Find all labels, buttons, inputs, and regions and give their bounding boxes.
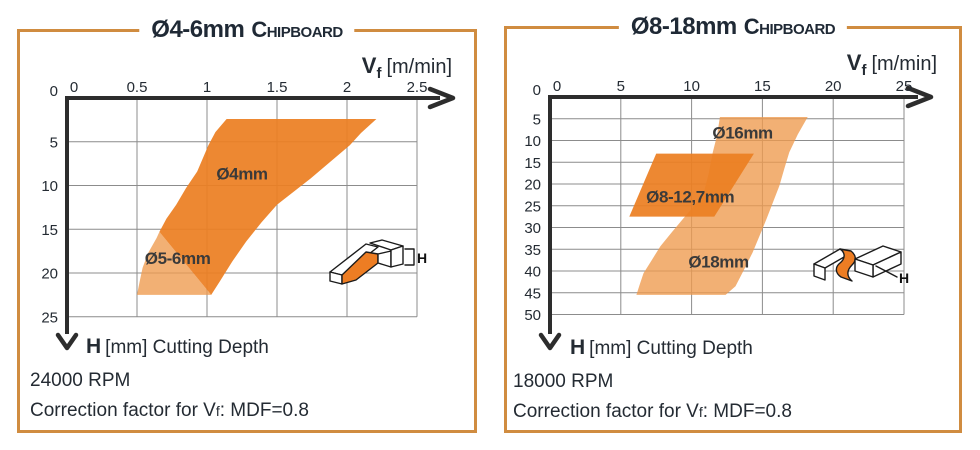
depth-text: Cutting Depth	[636, 338, 753, 359]
y-tick-label: 5	[533, 111, 541, 128]
y-tick-label: 20	[41, 266, 58, 283]
y-axis-label: H [mm] Cutting Depth	[570, 336, 753, 360]
icon-depth-letter: H	[899, 270, 909, 286]
title-diameter: Ø4-6mm	[151, 16, 245, 43]
y-tick-label: 50	[524, 307, 541, 324]
y-tick-label: 0	[50, 83, 58, 100]
depth-symbol: H	[86, 335, 102, 358]
depth-symbol: H	[570, 336, 586, 359]
x-tick-label: 0.5	[127, 79, 148, 96]
chart-panel-4-6mm: Ø4-6mm Chipboard	[17, 16, 477, 433]
correction-note: Correction factor for Vf: MDF=0.8	[513, 401, 792, 423]
x-tick-label: 1	[203, 79, 211, 96]
x-tick-label: 25	[896, 78, 913, 95]
x-tick-label: 15	[754, 78, 771, 95]
panel-title: Ø8-18mm Chipboard	[618, 13, 848, 41]
band-label: Ø18mm	[688, 252, 749, 271]
x-tick-label: 1.5	[267, 79, 288, 96]
y-tick-label: 45	[524, 285, 541, 302]
y-tick-label: 40	[524, 264, 541, 281]
correction-subscript: f	[215, 403, 220, 419]
title-diameter: Ø8-18mm	[630, 13, 737, 40]
through-cut-icon: H	[813, 245, 909, 286]
y-tick-label: 0	[533, 82, 541, 99]
y-tick-label: 35	[524, 242, 541, 259]
band-Ø4mm	[159, 119, 377, 295]
axes	[548, 95, 918, 334]
title-material: Chipboard	[743, 14, 836, 39]
x-axis-label: Vf [m/min]	[300, 53, 452, 82]
rpm-note: 18000 RPM	[513, 371, 614, 392]
correction-suffix: : MDF=0.8	[219, 400, 309, 421]
depth-text: Cutting Depth	[152, 337, 269, 358]
axis-arrowheads	[538, 85, 934, 351]
depth-unit: [mm]	[105, 337, 148, 358]
y-axis-label: H [mm] Cutting Depth	[86, 335, 269, 359]
y-tick-label: 10	[524, 133, 541, 150]
band-Ø5-6mm	[137, 231, 212, 295]
x-tick-label: 2.5	[407, 79, 428, 96]
y-tick-label: 25	[524, 198, 541, 215]
vf-symbol: V	[846, 50, 862, 75]
x-tick-label: 2	[343, 79, 351, 96]
x-tick-label: 10	[683, 78, 700, 95]
correction-prefix: Correction factor for V	[30, 400, 216, 421]
band-label: Ø5-6mm	[145, 249, 211, 268]
correction-prefix: Correction factor for V	[513, 401, 699, 422]
band-label: Ø8-12,7mm	[646, 188, 734, 207]
y-tick-label: 10	[41, 178, 58, 195]
title-material: Chipboard	[251, 17, 343, 42]
band-label: Ø16mm	[712, 124, 773, 143]
x-tick-label: 5	[617, 78, 625, 95]
vf-subscript: f	[861, 62, 867, 79]
correction-note: Correction factor for Vf: MDF=0.8	[30, 400, 309, 422]
y-tick-label: 15	[41, 222, 58, 239]
panel-title: Ø4-6mm Chipboard	[139, 16, 355, 44]
correction-suffix: : MDF=0.8	[702, 401, 792, 422]
x-axis-label: Vf [m/min]	[785, 50, 937, 79]
chart-panel-8-18mm: Ø8-18mm Chipboard	[504, 13, 962, 433]
x-tick-label: 20	[825, 78, 842, 95]
y-tick-label: 20	[524, 177, 541, 194]
chart-0: Ø5-6mm Ø4mm 0 0.5 1 1.5 2 2.5 0 5 10 15 20 25	[41, 79, 456, 351]
rebate-cut-icon: H	[329, 239, 427, 285]
depth-unit: [mm]	[589, 338, 632, 359]
vf-symbol: V	[361, 53, 377, 78]
band-Ø16mm / Ø18mm	[636, 117, 808, 295]
correction-subscript: f	[698, 404, 703, 420]
axes	[65, 96, 440, 334]
y-tick-label: 25	[41, 309, 58, 326]
y-tick-label: 5	[50, 134, 58, 151]
x-tick-label: 0	[70, 79, 78, 96]
band-label: Ø4mm	[216, 164, 268, 183]
icon-depth-letter: H	[417, 250, 427, 266]
axis-arrowheads	[55, 86, 456, 351]
vf-unit: [m/min]	[386, 56, 452, 78]
vf-subscript: f	[376, 65, 382, 82]
y-tick-label: 30	[524, 220, 541, 237]
y-tick-label: 15	[524, 155, 541, 172]
vf-unit: [m/min]	[871, 53, 937, 75]
rpm-note: 24000 RPM	[30, 370, 131, 391]
x-tick-label: 0	[553, 78, 561, 95]
band-Ø8-12,7mm	[629, 153, 754, 217]
